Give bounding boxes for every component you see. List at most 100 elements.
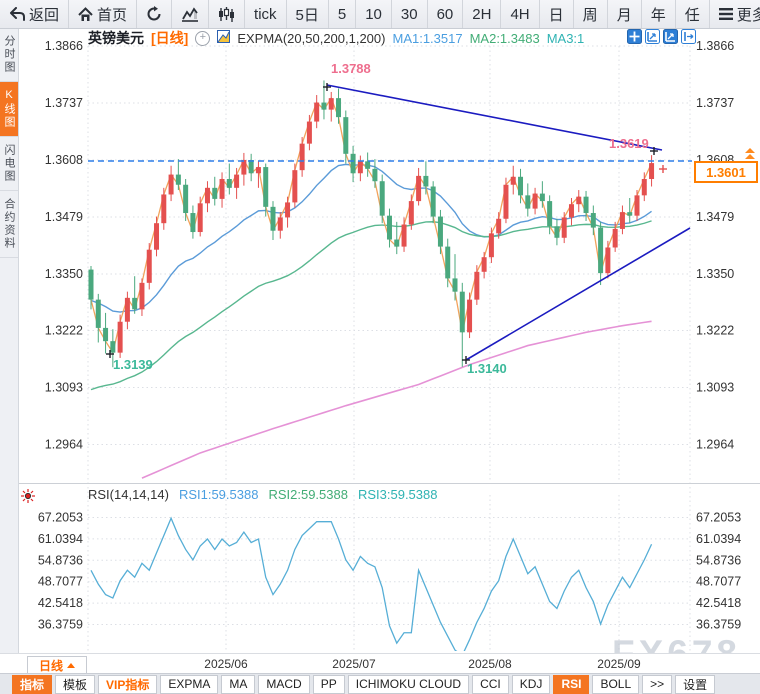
tab-RSI[interactable]: RSI	[553, 674, 590, 694]
sidebar-item-闪电图[interactable]: 闪电图	[0, 137, 18, 191]
tab-指标[interactable]: 指标	[12, 674, 53, 694]
sidebar-item-K线图[interactable]: K线图	[0, 82, 18, 137]
toolbar-item-日[interactable]: 日	[540, 0, 574, 28]
rsi-axis-label: 36.3759	[38, 618, 83, 632]
rsi1-value: RSI1:59.5388	[178, 487, 259, 502]
period-tag: [日线]	[151, 30, 189, 46]
toolbar-item-line-chart[interactable]	[172, 0, 210, 28]
toolbar-item-label: 月	[616, 6, 632, 24]
toolbar-item-label: 2H	[472, 5, 492, 23]
ma3-value: MA3:1	[546, 30, 585, 46]
toolbar-item-任[interactable]: 任	[676, 0, 710, 28]
price-axis-label: 1.3866	[45, 39, 83, 53]
toolbar-item-4H[interactable]: 4H	[501, 0, 540, 28]
tab-PP[interactable]: PP	[312, 674, 345, 694]
line-chart-icon	[181, 6, 199, 22]
tab-模板[interactable]: 模板	[55, 674, 96, 694]
xaxis-month-label: 2025/07	[332, 657, 376, 671]
rsi2-value: RSI2:59.5388	[268, 487, 348, 502]
sidebar-item-分时图[interactable]: 分时图	[0, 28, 18, 82]
price-axis-label: 1.3350	[696, 267, 734, 281]
toolbar-item-2H[interactable]: 2H	[463, 0, 502, 28]
indicator-tabbar: 指标 模板 VIP指标 EXPMA MA MACD PP ICHIMOKU CLOUD CCI K…	[0, 673, 760, 694]
price-axis-label: 1.3737	[696, 96, 734, 110]
toolbar-item-年[interactable]: 年	[642, 0, 676, 28]
toolbar-item-首页[interactable]: 首页	[69, 0, 138, 28]
tab-MACD[interactable]: MACD	[258, 674, 310, 694]
price-axis-label: 1.3222	[696, 324, 734, 338]
toolbar-item-candles[interactable]	[209, 0, 246, 28]
symbol-name: 英镑美元	[88, 30, 144, 46]
indicator-marker-icon[interactable]	[21, 489, 35, 508]
toolbar-item-label: 10	[365, 5, 382, 23]
toolbar-item-5日[interactable]: 5日	[287, 0, 329, 28]
top-toolbar: 返回 首页 tick 5日 5 10 30 60 2H 4H 日周月年任 更多	[0, 0, 760, 29]
toolbar-item-10[interactable]: 10	[356, 0, 392, 28]
rsi-axis-label: 54.8736	[696, 553, 741, 567]
jump-to-latest-icon[interactable]	[743, 148, 756, 160]
toolbar-item-更多[interactable]: 更多	[710, 0, 760, 28]
xaxis-month-label: 2025/09	[597, 657, 641, 671]
rsi-axis-label: 61.0394	[38, 532, 83, 546]
shift-right-icon[interactable]	[681, 29, 696, 44]
period-selector[interactable]: 日线	[27, 656, 87, 674]
indicator-name[interactable]: EXPMA(20,50,200,1,200)	[237, 30, 386, 46]
tab-BOLL[interactable]: BOLL	[592, 674, 640, 694]
xaxis-month-label: 2025/06	[204, 657, 248, 671]
chevron-up-icon	[67, 662, 75, 668]
toolbar-item-月[interactable]: 月	[608, 0, 642, 28]
tab-CCI[interactable]: CCI	[472, 674, 509, 694]
toolbar-item-label: 5	[337, 5, 347, 23]
tab-MA[interactable]: MA	[221, 674, 256, 694]
toolbar-item-label: 5日	[295, 6, 319, 24]
toolbar-item-30[interactable]: 30	[392, 0, 428, 28]
toolbar-item-refresh[interactable]	[137, 0, 173, 28]
toolbar-item-返回[interactable]: 返回	[0, 0, 70, 28]
period-label: 日线	[38, 658, 63, 673]
pan-icon[interactable]	[627, 29, 642, 44]
toolbar-item-tick[interactable]: tick	[245, 0, 287, 28]
rsi-axis-label: 54.8736	[38, 553, 83, 567]
candles-icon	[218, 6, 235, 22]
toolbar-item-5[interactable]: 5	[329, 0, 357, 28]
tab-VIP指标[interactable]: VIP指标	[98, 674, 158, 694]
tab->>[interactable]: >>	[642, 674, 673, 694]
tab-设置[interactable]: 设置	[675, 674, 716, 694]
refresh-icon	[146, 6, 162, 22]
tab-EXPMA[interactable]: EXPMA	[160, 674, 219, 694]
toolbar-item-label: 60	[436, 5, 454, 23]
toolbar-item-label: 30	[400, 5, 418, 23]
indicator-thumbnail-icon[interactable]	[217, 30, 231, 46]
price-annotation: 1.3139	[113, 357, 153, 372]
menu-icon	[718, 8, 733, 20]
chart-pane-controls	[627, 29, 696, 44]
trendline[interactable]	[326, 84, 663, 151]
toolbar-item-60[interactable]: 60	[428, 0, 464, 28]
rsi-header: RSI(14,14,14) RSI1:59.5388 RSI2:59.5388 …	[88, 487, 437, 502]
zoom-in-icon[interactable]	[663, 29, 678, 44]
rsi-axis-label: 67.2053	[696, 511, 741, 525]
toolbar-item-label: 4H	[510, 5, 530, 23]
zoom-fit-icon[interactable]	[645, 29, 660, 44]
toolbar-item-周[interactable]: 周	[574, 0, 608, 28]
candlestick-pane[interactable]	[88, 80, 655, 479]
rsi-title[interactable]: RSI(14,14,14)	[88, 487, 169, 502]
rsi-pane[interactable]	[90, 516, 653, 653]
sidebar-item-合约资料[interactable]: 合约资料	[0, 191, 18, 258]
rsi-axis-label: 67.2053	[38, 511, 83, 525]
add-indicator-icon[interactable]: +	[195, 30, 211, 46]
rsi-axis-label: 48.7077	[38, 575, 83, 589]
tab-ICHIMOKU CLOUD[interactable]: ICHIMOKU CLOUD	[347, 674, 470, 694]
price-axis-label: 1.3222	[45, 324, 83, 338]
chart-header: 英镑美元 [日线] + EXPMA(20,50,200,1,200) MA1:1…	[88, 30, 584, 46]
ma2-value: MA2:1.3483	[469, 30, 540, 46]
price-axis-label: 1.3093	[45, 381, 83, 395]
price-axis-label: 1.3479	[45, 210, 83, 224]
price-axis-label: 1.2964	[45, 438, 83, 452]
trendline[interactable]	[465, 227, 691, 361]
rsi3-value: RSI3:59.5388	[357, 487, 438, 502]
toolbar-item-label: 返回	[29, 6, 60, 24]
tab-KDJ[interactable]: KDJ	[511, 674, 551, 694]
